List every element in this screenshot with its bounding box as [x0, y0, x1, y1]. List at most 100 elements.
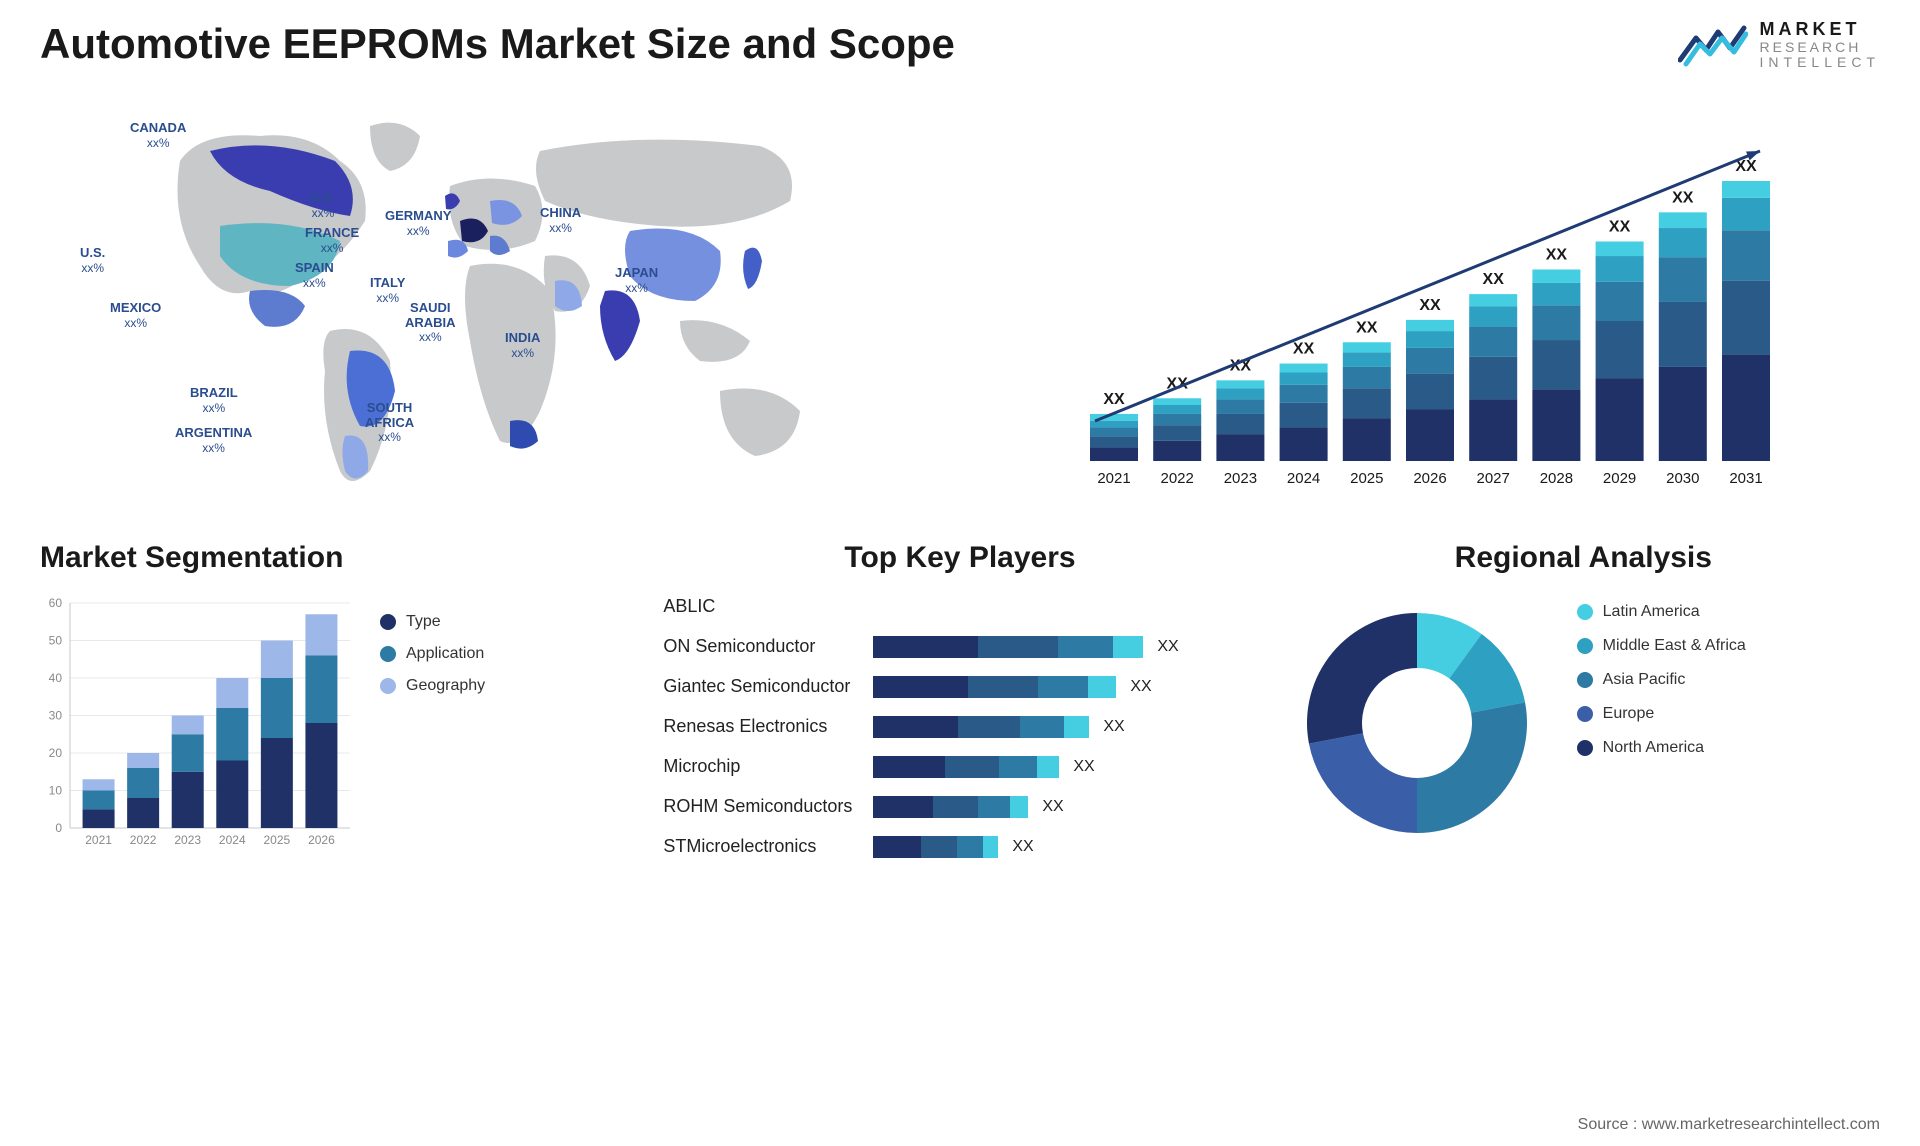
page-title: Automotive EEPROMs Market Size and Scope — [40, 20, 955, 68]
svg-text:XX: XX — [1483, 271, 1505, 288]
player-bar — [873, 716, 1089, 738]
svg-text:30: 30 — [49, 708, 63, 722]
player-value: XX — [1130, 678, 1151, 696]
map-label: U.S.xx% — [80, 246, 105, 276]
svg-text:2022: 2022 — [130, 833, 157, 847]
player-name: Giantec Semiconductor — [663, 676, 873, 697]
map-label: FRANCExx% — [305, 226, 359, 256]
player-value: XX — [1012, 838, 1033, 856]
logo-mark-icon — [1678, 20, 1748, 70]
logo-text: MARKET RESEARCH INTELLECT — [1760, 20, 1880, 71]
regional-panel: Regional Analysis Latin America Middle Ea… — [1287, 541, 1880, 873]
svg-text:2025: 2025 — [1350, 470, 1383, 487]
player-name: Renesas Electronics — [663, 716, 873, 737]
bottom-row: Market Segmentation 01020304050602021202… — [40, 541, 1880, 873]
player-value: XX — [1073, 758, 1094, 776]
logo-line-1: MARKET — [1760, 20, 1880, 40]
svg-text:XX: XX — [1356, 319, 1378, 336]
svg-text:2028: 2028 — [1540, 470, 1573, 487]
map-label: MEXICOxx% — [110, 301, 161, 331]
growth-chart: XX2021XX2022XX2023XX2024XX2025XX2026XX20… — [980, 91, 1880, 511]
player-name: Microchip — [663, 756, 873, 777]
map-label: CANADAxx% — [130, 121, 186, 151]
svg-text:XX: XX — [1609, 218, 1631, 235]
svg-text:2029: 2029 — [1603, 470, 1636, 487]
svg-text:50: 50 — [49, 633, 63, 647]
source-attribution: Source : www.marketresearchintellect.com — [1578, 1116, 1880, 1134]
svg-text:2030: 2030 — [1666, 470, 1699, 487]
player-row: ON Semiconductor XX — [663, 633, 1256, 661]
svg-text:2023: 2023 — [174, 833, 201, 847]
svg-text:2022: 2022 — [1161, 470, 1194, 487]
player-bar — [873, 796, 1028, 818]
world-map: CANADAxx% U.S.xx%MEXICOxx% BRAZILxx% ARGENT… — [40, 91, 940, 511]
segmentation-legend-item: Geography — [380, 677, 485, 695]
svg-text:2026: 2026 — [1413, 470, 1446, 487]
logo-line-3: INTELLECT — [1760, 55, 1880, 70]
map-label: U.K.xx% — [310, 191, 336, 221]
players-title: Top Key Players — [663, 541, 1256, 575]
segmentation-legend: Type Application Geography — [380, 613, 485, 853]
player-name: STMicroelectronics — [663, 836, 873, 857]
map-label: INDIAxx% — [505, 331, 540, 361]
svg-text:2021: 2021 — [85, 833, 112, 847]
growth-chart-svg: XX2021XX2022XX2023XX2024XX2025XX2026XX20… — [980, 91, 1880, 511]
svg-text:XX: XX — [1293, 340, 1315, 357]
player-name: ROHM Semiconductors — [663, 796, 873, 817]
player-row: Giantec Semiconductor XX — [663, 673, 1256, 701]
svg-text:2021: 2021 — [1097, 470, 1130, 487]
player-bar — [873, 756, 1059, 778]
svg-text:2031: 2031 — [1729, 470, 1762, 487]
player-name: ABLIC — [663, 596, 873, 617]
svg-text:XX: XX — [1419, 296, 1441, 313]
player-row: STMicroelectronics XX — [663, 833, 1256, 861]
player-value: XX — [1103, 718, 1124, 736]
map-label: CHINAxx% — [540, 206, 581, 236]
regional-donut-svg — [1287, 593, 1547, 853]
header: Automotive EEPROMs Market Size and Scope… — [40, 20, 1880, 71]
map-label: SPAINxx% — [295, 261, 334, 291]
regional-legend-item: Middle East & Africa — [1577, 637, 1746, 655]
svg-text:10: 10 — [49, 783, 63, 797]
player-name: ON Semiconductor — [663, 636, 873, 657]
segmentation-legend-item: Type — [380, 613, 485, 631]
svg-text:60: 60 — [49, 596, 63, 610]
svg-text:0: 0 — [55, 821, 62, 835]
regional-legend-item: Europe — [1577, 705, 1746, 723]
regional-legend-item: Latin America — [1577, 603, 1746, 621]
players-list: ABLICON SemiconductorXXGiantec Semicondu… — [663, 593, 1256, 861]
player-row: ABLIC — [663, 593, 1256, 621]
player-row: ROHM Semiconductors XX — [663, 793, 1256, 821]
svg-text:2025: 2025 — [264, 833, 291, 847]
player-row: Renesas Electronics XX — [663, 713, 1256, 741]
map-label: SAUDIARABIAxx% — [405, 301, 456, 346]
map-label: ITALYxx% — [370, 276, 405, 306]
players-panel: Top Key Players ABLICON SemiconductorXXG… — [663, 541, 1256, 873]
svg-text:2023: 2023 — [1224, 470, 1257, 487]
regional-legend-item: Asia Pacific — [1577, 671, 1746, 689]
svg-text:2024: 2024 — [219, 833, 246, 847]
player-bar — [873, 836, 998, 858]
map-label: BRAZILxx% — [190, 386, 238, 416]
player-value: XX — [1157, 638, 1178, 656]
svg-text:XX: XX — [1103, 391, 1125, 408]
segmentation-chart-svg: 0102030405060202120222023202420252026 — [40, 593, 360, 853]
player-bar — [873, 636, 1143, 658]
regional-title: Regional Analysis — [1287, 541, 1880, 575]
regional-legend: Latin America Middle East & Africa Asia Pa… — [1577, 603, 1746, 757]
svg-text:2026: 2026 — [308, 833, 335, 847]
svg-text:2024: 2024 — [1287, 470, 1320, 487]
map-label: ARGENTINAxx% — [175, 426, 252, 456]
segmentation-panel: Market Segmentation 01020304050602021202… — [40, 541, 633, 873]
svg-text:40: 40 — [49, 671, 63, 685]
segmentation-legend-item: Application — [380, 645, 485, 663]
top-row: CANADAxx% U.S.xx%MEXICOxx% BRAZILxx% ARGENT… — [40, 91, 1880, 511]
brand-logo: MARKET RESEARCH INTELLECT — [1678, 20, 1880, 71]
map-label: SOUTHAFRICAxx% — [365, 401, 414, 446]
player-value: XX — [1042, 798, 1063, 816]
player-row: Microchip XX — [663, 753, 1256, 781]
map-label: JAPANxx% — [615, 266, 658, 296]
regional-legend-item: North America — [1577, 739, 1746, 757]
segmentation-title: Market Segmentation — [40, 541, 633, 575]
logo-line-2: RESEARCH — [1760, 40, 1880, 55]
